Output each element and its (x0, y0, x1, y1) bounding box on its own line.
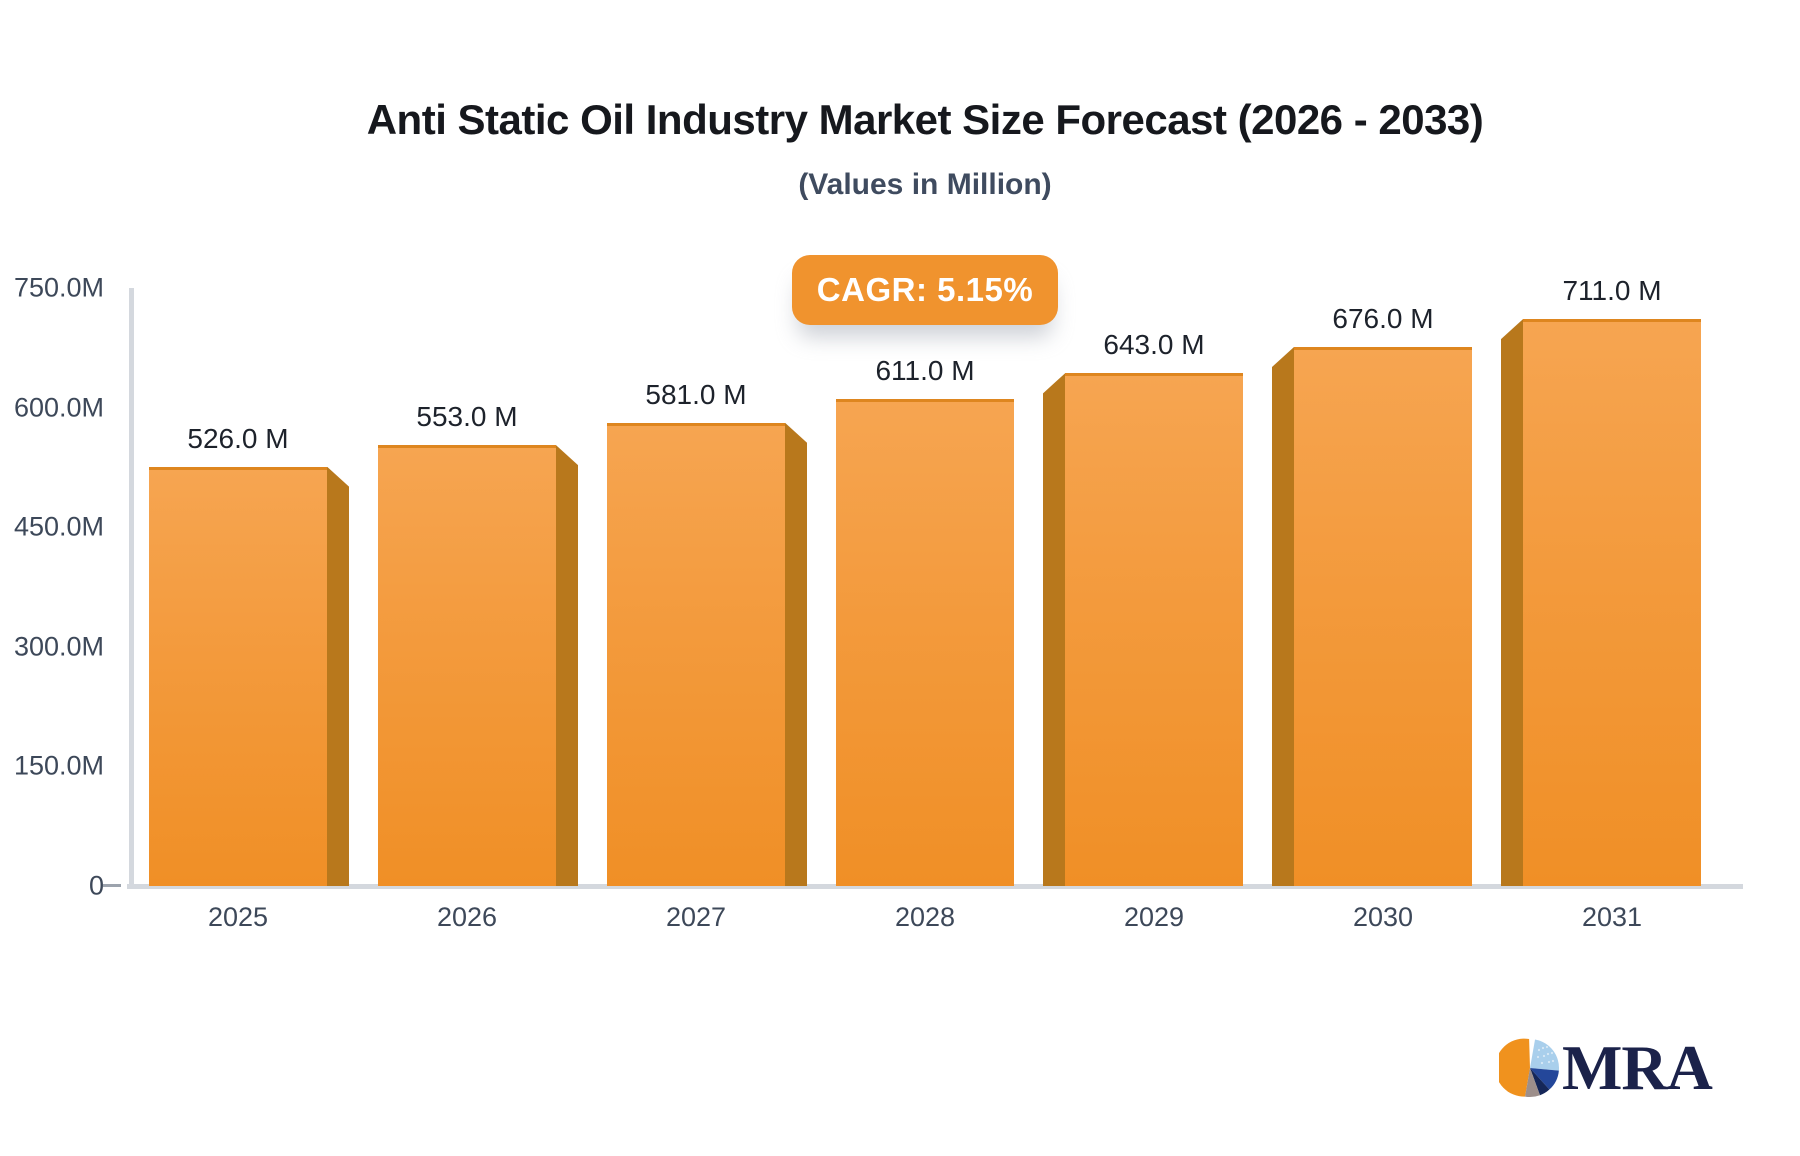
x-axis-category-label: 2026 (436, 902, 498, 932)
bar-value-label: 643.0 M (1103, 329, 1205, 361)
bar-3d-side (1501, 319, 1523, 886)
x-axis-category-label: 2031 (1581, 902, 1643, 932)
x-axis-category-label: 2028 (894, 902, 956, 932)
x-axis-line (127, 884, 1743, 889)
x-axis-category-label: 2030 (1352, 902, 1414, 932)
chart-title: Anti Static Oil Industry Market Size For… (366, 96, 1484, 143)
cagr-badge: CAGR: 5.15% (792, 255, 1058, 325)
y-axis-tick-label: 150.0M (13, 750, 104, 781)
bar-value-label: 711.0 M (1562, 275, 1662, 307)
y-axis-zero-tick (103, 884, 121, 887)
bar-value-label: 526.0 M (187, 422, 289, 454)
bar-value-label: 581.0 M (645, 378, 747, 410)
bar-2031 (1523, 319, 1701, 886)
bar-2030 (1294, 347, 1472, 886)
bar-2027 (607, 422, 785, 886)
y-axis-tick-label: 300.0M (13, 631, 104, 662)
y-axis-line (129, 288, 134, 886)
bar-2028 (836, 398, 1014, 886)
bar-value-label: 676.0 M (1332, 303, 1434, 334)
mra-logo: MRA (1499, 1032, 1713, 1103)
bar-3d-side (785, 422, 807, 886)
bar-2025 (149, 466, 327, 886)
x-axis-category-label: 2029 (1123, 902, 1185, 932)
bar-3d-side (327, 466, 349, 886)
y-axis-tick-label: 450.0M (13, 511, 104, 542)
bar-3d-side (1272, 347, 1294, 886)
y-axis-tick-label: 600.0M (13, 392, 104, 423)
bar-2026 (378, 445, 556, 886)
bar-3d-side (1043, 373, 1065, 886)
x-axis-category-label: 2027 (665, 902, 727, 932)
x-axis-category-label: 2025 (207, 902, 269, 932)
cagr-badge-label: CAGR: 5.15% (816, 271, 1034, 308)
chart-subtitle: (Values in Million) (798, 168, 1052, 201)
bar-value-label: 553.0 M (416, 401, 518, 433)
bar-2029 (1065, 373, 1243, 886)
bar-value-label: 611.0 M (875, 354, 975, 386)
y-axis-tick-label: 0 (88, 870, 104, 901)
bar-3d-side (556, 445, 578, 886)
mra-pie-icon (1499, 1038, 1559, 1097)
mra-logo-text: MRA (1562, 1032, 1713, 1103)
y-axis-tick-label: 750.0M (13, 272, 104, 303)
